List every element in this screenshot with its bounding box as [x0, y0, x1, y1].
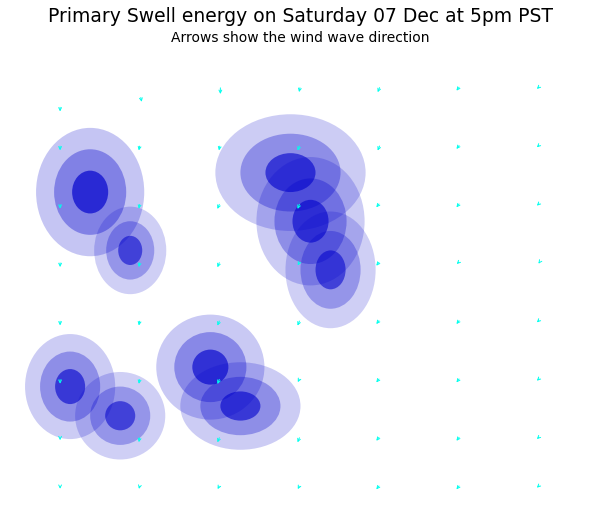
Ellipse shape [90, 387, 150, 445]
Ellipse shape [36, 128, 144, 256]
Ellipse shape [55, 369, 85, 404]
Ellipse shape [106, 221, 154, 280]
Ellipse shape [300, 231, 361, 309]
Ellipse shape [275, 179, 347, 264]
Ellipse shape [221, 391, 260, 421]
Ellipse shape [285, 211, 376, 328]
Ellipse shape [118, 236, 142, 265]
Ellipse shape [215, 114, 365, 231]
Ellipse shape [75, 372, 165, 460]
Ellipse shape [94, 207, 166, 294]
Text: Primary Swell energy on Saturday 07 Dec at 5pm PST: Primary Swell energy on Saturday 07 Dec … [48, 7, 553, 26]
Ellipse shape [156, 314, 264, 420]
Ellipse shape [180, 362, 300, 450]
Ellipse shape [257, 157, 365, 285]
Text: Arrows show the wind wave direction: Arrows show the wind wave direction [171, 31, 430, 45]
Ellipse shape [316, 250, 346, 289]
Ellipse shape [174, 332, 246, 402]
Ellipse shape [266, 153, 316, 192]
Ellipse shape [200, 377, 281, 435]
Ellipse shape [293, 200, 329, 243]
Ellipse shape [25, 334, 115, 439]
Ellipse shape [105, 401, 135, 430]
Ellipse shape [240, 134, 341, 211]
Ellipse shape [192, 350, 228, 385]
Ellipse shape [54, 149, 126, 235]
Ellipse shape [72, 171, 108, 213]
Ellipse shape [40, 351, 100, 422]
